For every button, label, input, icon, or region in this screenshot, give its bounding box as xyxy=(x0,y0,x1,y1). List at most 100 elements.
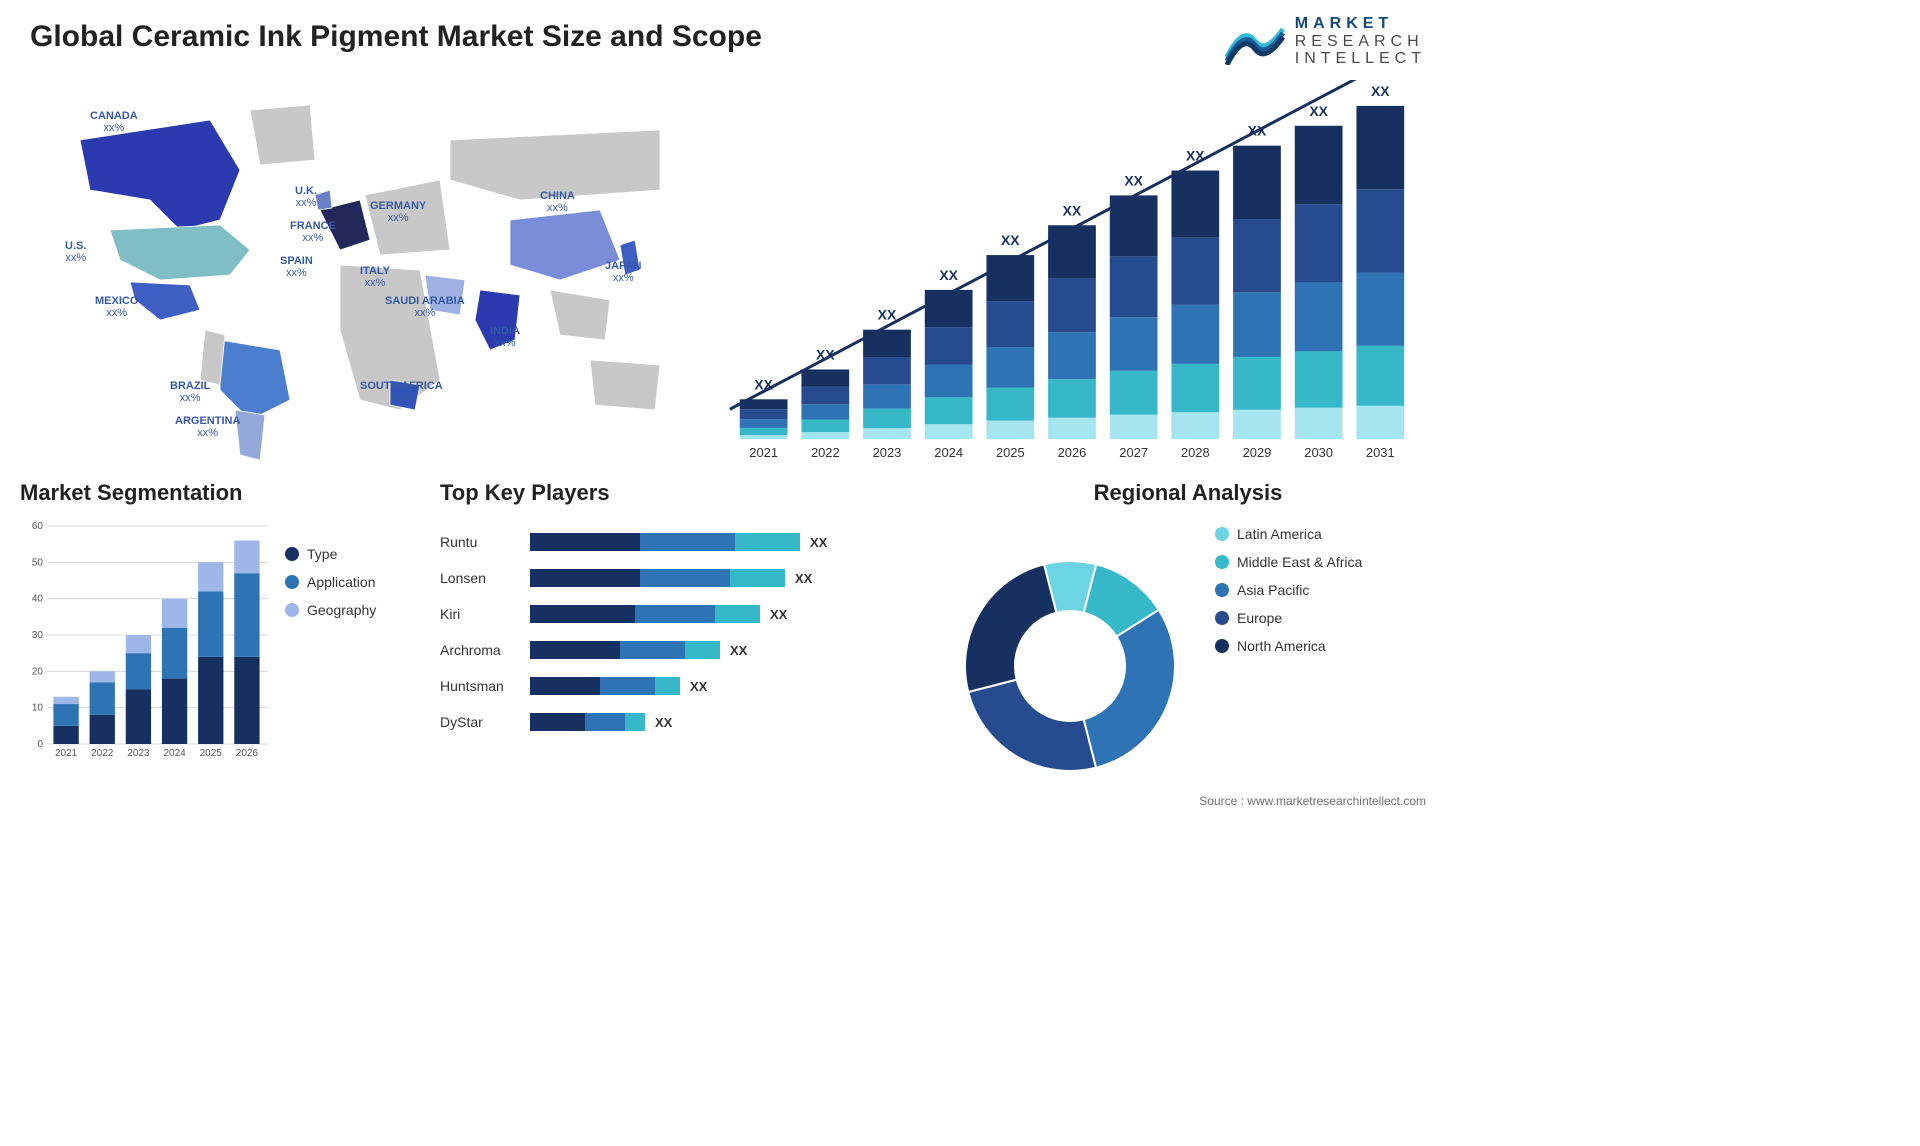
growth-bar-2025-seg1 xyxy=(986,388,1034,421)
map-region-china xyxy=(510,210,620,280)
growth-bar-2025-seg2 xyxy=(986,347,1034,387)
seg-ytick-10: 10 xyxy=(32,703,44,714)
player-value: XX xyxy=(655,715,672,730)
growth-bar-2031-seg1 xyxy=(1356,346,1404,406)
seg-legend-geography: Geography xyxy=(285,602,376,618)
growth-value-2031: XX xyxy=(1371,83,1390,99)
player-bar: XX xyxy=(530,677,920,695)
map-label-south-africa: SOUTH AFRICAxx% xyxy=(360,380,443,404)
growth-bar-2027-seg1 xyxy=(1110,371,1158,415)
player-seg xyxy=(530,569,640,587)
seg-ytick-40: 40 xyxy=(32,594,44,605)
player-value: XX xyxy=(795,571,812,586)
growth-bar-2031-seg2 xyxy=(1356,272,1404,345)
player-value: XX xyxy=(810,535,827,550)
map-region-na_canada xyxy=(80,120,240,230)
player-seg xyxy=(620,641,685,659)
growth-bar-2029-seg2 xyxy=(1233,292,1281,357)
logo-line1: MARKET xyxy=(1295,15,1426,33)
logo-line3: INTELLECT xyxy=(1295,50,1426,68)
donut-slice-north-america xyxy=(965,564,1056,692)
player-value: XX xyxy=(770,607,787,622)
growth-bar-2027-seg0 xyxy=(1110,415,1158,439)
growth-bar-2022-seg3 xyxy=(801,387,849,404)
player-row-kiri: KiriXX xyxy=(440,598,920,630)
growth-bar-2022-seg1 xyxy=(801,420,849,433)
growth-bar-2021-seg1 xyxy=(740,428,788,435)
growth-bar-2026-seg0 xyxy=(1048,418,1096,439)
map-label-argentina: ARGENTINAxx% xyxy=(175,415,240,439)
swatch-icon xyxy=(285,575,299,589)
growth-bar-2027-seg3 xyxy=(1110,256,1158,317)
map-region-greenland xyxy=(250,105,315,165)
seg-bar-2026-type xyxy=(234,657,259,744)
growth-year-2024: 2024 xyxy=(934,445,963,460)
regional-title: Regional Analysis xyxy=(940,480,1436,506)
growth-chart-panel: XX2021XX2022XX2023XX2024XX2025XX2026XX20… xyxy=(700,80,1436,460)
seg-bar-2022-type xyxy=(90,715,115,744)
player-bar: XX xyxy=(530,533,920,551)
regional-legend-label: Asia Pacific xyxy=(1237,582,1309,598)
growth-value-2024: XX xyxy=(939,267,958,283)
player-seg xyxy=(530,713,585,731)
seg-bar-2021-application xyxy=(53,704,78,726)
growth-bar-2023-seg1 xyxy=(863,408,911,428)
regional-legend-label: Latin America xyxy=(1237,526,1322,542)
map-label-china: CHINAxx% xyxy=(540,190,575,214)
player-bar: XX xyxy=(530,605,920,623)
player-name: Lonsen xyxy=(440,570,530,586)
seg-legend-label: Type xyxy=(307,546,337,562)
page-title: Global Ceramic Ink Pigment Market Size a… xyxy=(30,20,762,54)
growth-bar-2029-seg0 xyxy=(1233,410,1281,439)
growth-bar-2024-seg1 xyxy=(925,397,973,424)
seg-bar-2021-geography xyxy=(53,697,78,704)
player-seg xyxy=(640,569,730,587)
players-panel: Top Key Players RuntuXXLonsenXXKiriXXArc… xyxy=(440,480,920,780)
seg-year-2025: 2025 xyxy=(200,748,223,759)
logo-line2: RESEARCH xyxy=(1295,33,1426,51)
brand-logo: MARKET RESEARCH INTELLECT xyxy=(1225,15,1426,68)
seg-legend-application: Application xyxy=(285,574,376,590)
growth-bar-2025-seg0 xyxy=(986,421,1034,439)
player-seg xyxy=(585,713,625,731)
segmentation-chart: 0102030405060202120222023202420252026 xyxy=(20,516,270,766)
regional-legend-label: North America xyxy=(1237,638,1326,654)
map-label-mexico: MEXICOxx% xyxy=(95,295,138,319)
seg-bar-2024-geography xyxy=(162,599,187,628)
growth-value-2027: XX xyxy=(1124,172,1143,188)
seg-bar-2021-type xyxy=(53,726,78,744)
seg-bar-2023-geography xyxy=(126,635,151,653)
map-label-saudi-arabia: SAUDI ARABIAxx% xyxy=(385,295,465,319)
swatch-icon xyxy=(1215,555,1229,569)
donut-slice-europe xyxy=(968,680,1096,771)
growth-bar-2030-seg4 xyxy=(1295,126,1343,204)
swatch-icon xyxy=(285,547,299,561)
growth-value-2026: XX xyxy=(1063,202,1082,218)
player-seg xyxy=(530,641,620,659)
growth-bar-2028-seg1 xyxy=(1171,364,1219,412)
seg-ytick-0: 0 xyxy=(37,739,43,750)
growth-bar-2029-seg3 xyxy=(1233,219,1281,292)
player-seg xyxy=(530,605,635,623)
player-name: DyStar xyxy=(440,714,530,730)
player-bar: XX xyxy=(530,569,920,587)
player-name: Archroma xyxy=(440,642,530,658)
growth-bar-2023-seg3 xyxy=(863,357,911,384)
player-row-lonsen: Lonsen XX xyxy=(440,562,920,594)
player-row-dystar: DyStar XX xyxy=(440,706,920,738)
growth-bar-2027-seg2 xyxy=(1110,317,1158,371)
map-label-germany: GERMANYxx% xyxy=(370,200,426,224)
logo-icon xyxy=(1225,17,1285,65)
regional-panel: Regional Analysis Latin AmericaMiddle Ea… xyxy=(940,480,1436,780)
map-label-france: FRANCExx% xyxy=(290,220,336,244)
player-bar: XX xyxy=(530,641,920,659)
player-seg xyxy=(735,533,800,551)
growth-year-2026: 2026 xyxy=(1058,445,1087,460)
player-row-runtu: RuntuXX xyxy=(440,526,920,558)
growth-bar-2021-seg0 xyxy=(740,435,788,439)
player-seg xyxy=(730,569,785,587)
seg-bar-2026-geography xyxy=(234,541,259,574)
player-bar: XX xyxy=(530,713,920,731)
growth-bar-2026-seg1 xyxy=(1048,379,1096,417)
map-region-sa_brazil xyxy=(220,340,290,420)
